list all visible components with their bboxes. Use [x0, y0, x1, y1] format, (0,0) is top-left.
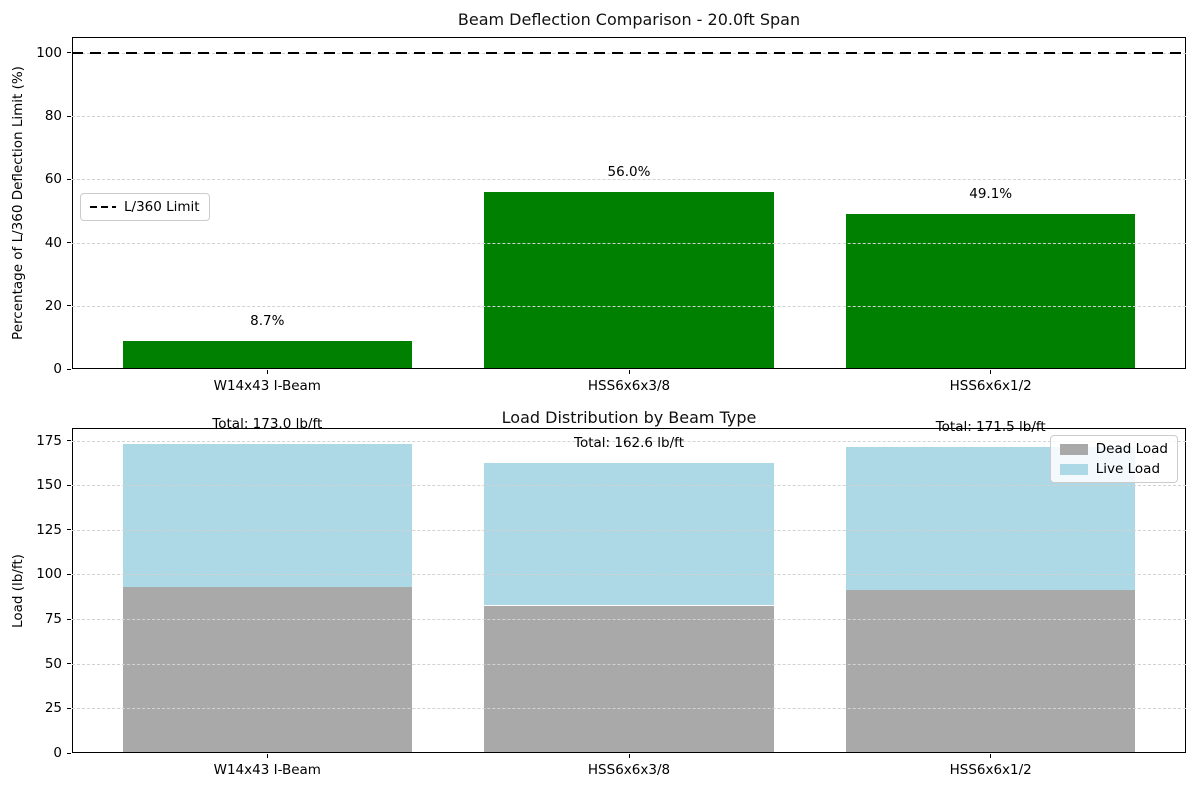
y-tick-label: 125 [36, 521, 62, 538]
gridline-40 [72, 242, 1186, 244]
y-tick-label: 150 [36, 477, 62, 494]
legend-label: L/360 Limit [124, 199, 200, 215]
y-tick-label: 80 [44, 108, 62, 125]
y-tick-mark [67, 752, 71, 754]
chart1-y-axis-label: Percentage of L/360 Deflection Limit (%) [6, 37, 30, 369]
x-tick-mark [628, 754, 630, 758]
y-tick-mark [67, 663, 71, 665]
x-tick-label-hss6x6x3-8: HSS6x6x3/8 [587, 378, 671, 394]
y-tick-label: 40 [44, 234, 62, 251]
dashed-line-swatch-icon [90, 206, 116, 208]
y-tick-label: 75 [44, 611, 62, 628]
y-tick-label: 100 [36, 566, 62, 583]
bar-hss6x6x3-8 [484, 191, 774, 369]
y-tick-mark [67, 368, 71, 370]
y-tick-mark [67, 573, 71, 575]
y-tick-label: 50 [44, 655, 62, 672]
x-tick-label-w14x43-i-beam: W14x43 I-Beam [213, 378, 321, 394]
limit-line [72, 51, 1186, 54]
gridline-20 [72, 305, 1186, 307]
y-tick-label: 60 [44, 171, 62, 188]
bar-segment-live-load-hss6x6x3-8 [484, 462, 774, 606]
legend-entry-l-360-limit: L/360 Limit [90, 199, 200, 215]
gridline-150 [72, 485, 1186, 487]
y-tick-label: 0 [53, 361, 62, 377]
gridline-100 [72, 574, 1186, 576]
x-tick-label-w14x43-i-beam: W14x43 I-Beam [213, 762, 321, 778]
bar-value-label: 56.0% [607, 163, 651, 180]
y-tick-mark [67, 529, 71, 531]
gridline-50 [72, 663, 1186, 665]
bar-value-label: 8.7% [250, 313, 285, 330]
y-tick-mark [67, 115, 71, 117]
x-tick-mark [990, 754, 992, 758]
x-tick-mark [266, 754, 268, 758]
bar-segment-dead-load-w14x43-i-beam [122, 586, 412, 753]
bar-value-label: 49.1% [969, 185, 1013, 202]
x-tick-mark [990, 370, 992, 374]
gridline-75 [72, 619, 1186, 621]
chart1-title: Beam Deflection Comparison - 20.0ft Span [457, 10, 801, 29]
y-tick-mark [67, 618, 71, 620]
y-tick-label: 0 [53, 745, 62, 761]
y-tick-label: 175 [36, 432, 62, 449]
x-tick-label-hss6x6x3-8: HSS6x6x3/8 [587, 762, 671, 778]
y-tick-label: 25 [44, 700, 62, 717]
gridline-25 [72, 708, 1186, 710]
gridline-60 [72, 179, 1186, 181]
color-patch-swatch-icon [1059, 463, 1088, 475]
color-patch-swatch-icon [1059, 443, 1088, 455]
bar-segment-dead-load-hss6x6x1-2 [846, 589, 1136, 753]
bar-segment-live-load-w14x43-i-beam [122, 444, 412, 587]
y-tick-mark [67, 242, 71, 244]
bar-hss6x6x1-2 [846, 213, 1136, 369]
y-tick-mark [67, 484, 71, 486]
y-tick-mark [67, 178, 71, 180]
bar-value-label: Total: 162.6 lb/ft [574, 434, 684, 451]
chart2-load-axes: 0 25 50 75 100 125 150 175 W14x43 I-Beam HSS6x6x3… [36, 416, 1186, 778]
x-tick-label-hss6x6x1-2: HSS6x6x1/2 [949, 762, 1032, 778]
gridline-80 [72, 116, 1186, 118]
y-tick-mark [67, 440, 71, 441]
gridline-175 [72, 440, 1186, 442]
chart1-deflection-axes: 0 20 40 60 80 100 W14x43 I-Beam HSS6x6x3/8 HSS6x… [36, 37, 1186, 394]
legend: Dead Load Live Load [1049, 435, 1178, 483]
legend-entry-dead-load: Dead Load [1059, 441, 1168, 457]
bar-segment-dead-load-hss6x6x3-8 [484, 605, 774, 753]
legend-label: Live Load [1095, 461, 1161, 477]
gridline-125 [72, 529, 1186, 531]
x-tick-label-hss6x6x1-2: HSS6x6x1/2 [949, 378, 1032, 394]
legend: L/360 Limit [80, 193, 210, 221]
y-tick-mark [67, 707, 71, 709]
x-tick-mark [628, 370, 630, 374]
y-tick-mark [67, 305, 71, 307]
legend-label: Dead Load [1095, 441, 1168, 457]
y-tick-label: 100 [36, 44, 62, 61]
bar-value-label: Total: 171.5 lb/ft [935, 418, 1046, 435]
y-tick-label: 20 [44, 297, 62, 314]
legend-entry-live-load: Live Load [1059, 461, 1168, 477]
x-tick-mark [266, 370, 268, 374]
chart2-title: Load Distribution by Beam Type [501, 408, 757, 427]
bar-w14x43-i-beam [122, 341, 412, 369]
y-tick-mark [67, 52, 71, 54]
